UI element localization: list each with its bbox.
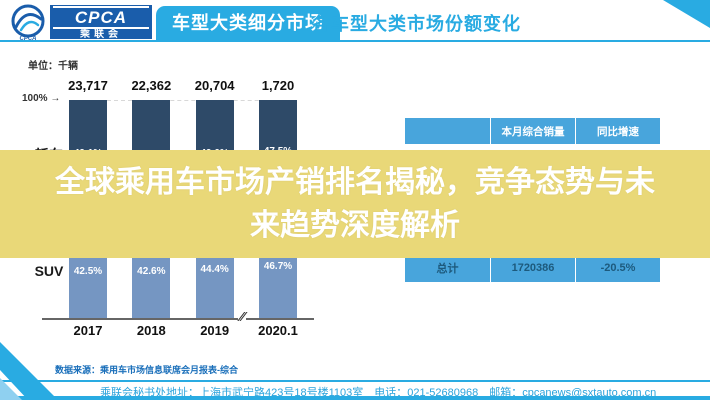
chart-unit-label: 单位：千辆	[28, 61, 78, 72]
table-header-empty	[405, 118, 490, 144]
bottom-accent-strip	[0, 396, 710, 400]
x-axis-category-label: 2019	[200, 323, 230, 338]
cpca-swirl-logo-icon	[11, 4, 45, 38]
axis-break: ∕∕	[238, 309, 247, 324]
logo-subtext: 乘联会	[80, 29, 122, 40]
logo-cpca-text: CPCA	[53, 6, 149, 29]
arrow-right-icon: →	[50, 93, 60, 104]
page-subtitle: 各车型大类市场份额变化	[312, 14, 521, 34]
x-axis-category-label: 2020.1	[258, 323, 298, 338]
cpca-logo: CPCA 乘联会	[50, 5, 152, 40]
segment-value-label: 42.6%	[137, 266, 166, 278]
bar-total-label: 1,720	[261, 78, 295, 93]
header-bar: CPCA CPCA 乘联会 车型大类细分市场 各车型大类市场份额变化	[0, 0, 710, 42]
x-axis-category-label: 2017	[73, 323, 103, 338]
watermark-banner: 全球乘用车市场产销排名揭秘，竞争态势与未来趋势深度解析	[0, 150, 710, 258]
bar-total-label: 22,362	[131, 78, 172, 93]
table-header-yoy: 同比增速	[576, 118, 660, 144]
table-header-sales: 本月综合销量	[491, 118, 575, 144]
corner-triangle-decoration	[663, 0, 710, 28]
page-title-tab: 车型大类细分市场	[156, 6, 340, 40]
y-axis-100pct-marker: 100% →	[22, 93, 60, 104]
x-axis-category-label: 2018	[136, 323, 166, 338]
bar-total-label: 20,704	[194, 78, 235, 93]
table-header-row: 本月综合销量 同比增速	[405, 118, 660, 144]
banner-background	[0, 150, 710, 258]
segment-value-label: 42.5%	[73, 266, 103, 278]
segment-value-label: 46.7%	[263, 261, 293, 273]
series-name-SUV: SUV	[34, 262, 64, 279]
header-divider	[0, 40, 710, 42]
banner-title: 全球乘用车市场产销排名揭秘，竞争态势与未来趋势深度解析	[55, 165, 655, 243]
x-axis-line	[42, 318, 314, 320]
emblem-label: CPCA	[19, 36, 37, 42]
bar-total-label: 23,717	[68, 78, 108, 93]
corner-stripes-decoration	[0, 342, 58, 400]
data-source-note: 数据来源：乘用车市场信息联席会月报表-综合	[55, 365, 238, 375]
segment-value-label: 44.4%	[200, 264, 229, 276]
